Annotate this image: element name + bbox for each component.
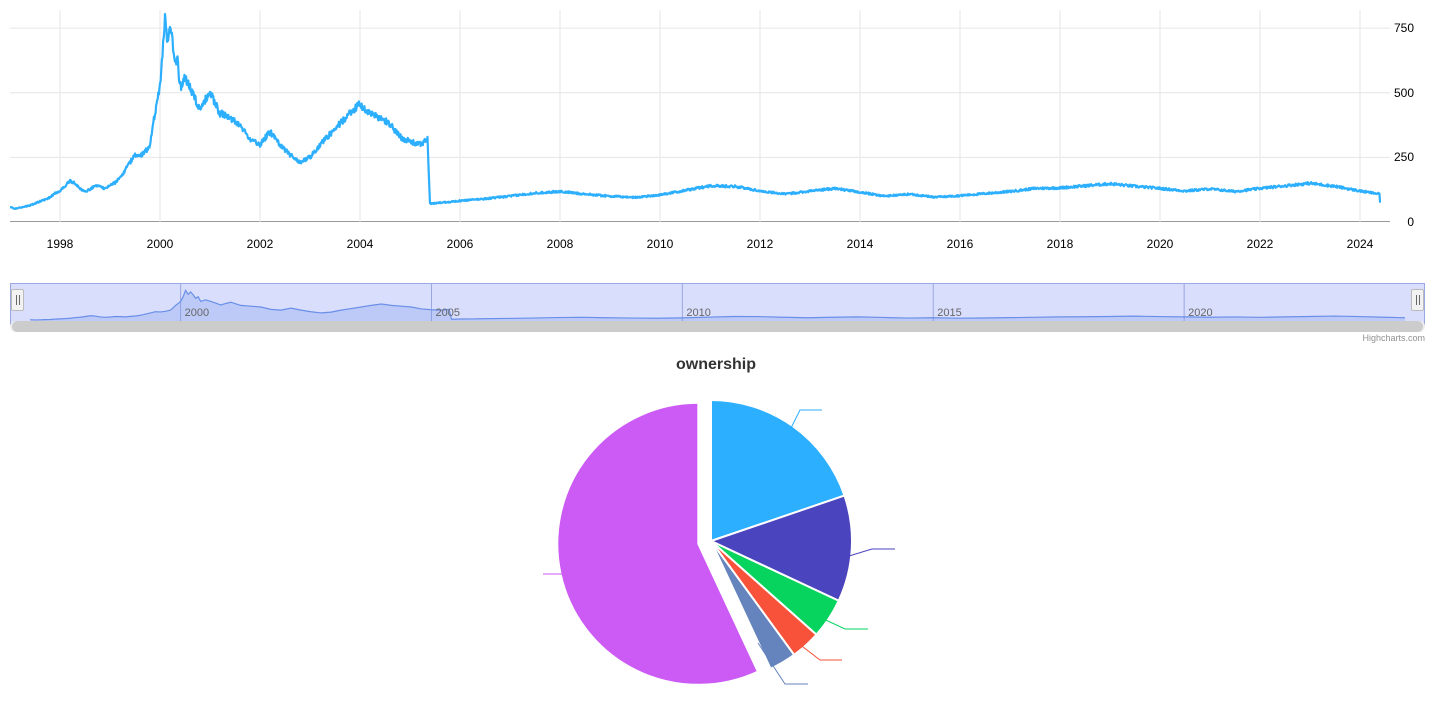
pie-slices[interactable] (0, 345, 1435, 715)
ownership-pie-chart[interactable]: ownership KINNEVIK SWEDEN HOLDING AB: 19… (0, 345, 1435, 715)
x-axis-tick-label: 2024 (1346, 237, 1374, 251)
handle-grip-icon (1416, 295, 1417, 305)
y-axis-labels: 750 500 250 0 (1394, 10, 1434, 229)
y-axis-tick-label: 500 (1393, 85, 1414, 100)
x-axis-tick-label: 2004 (346, 237, 374, 251)
x-axis-tick-label: 2018 (1046, 237, 1074, 251)
stock-chart[interactable]: 750 500 250 0 1998 2000 2002 2004 2006 2008 2010 2… (0, 0, 1435, 345)
y-axis-tick-label: 750 (1393, 21, 1414, 36)
x-axis-tick-label: 2000 (146, 237, 174, 251)
x-axis-tick-label: 2006 (446, 237, 474, 251)
navigator-tick-label: 2010 (686, 307, 711, 319)
pie-chart-title: ownership (676, 356, 757, 373)
handle-grip-icon (19, 295, 20, 305)
y-axis-tick-label: 0 (1407, 215, 1414, 229)
x-axis-tick-label: 2016 (946, 237, 974, 251)
navigator-tick-label: 2020 (1188, 307, 1213, 319)
navigator-handle-left[interactable] (11, 289, 24, 311)
x-axis-tick-label: 2012 (746, 237, 774, 251)
navigator-tick-label: 2005 (435, 307, 460, 319)
navigator-tick-label: 2015 (937, 307, 962, 319)
x-axis-tick-label: 2020 (1146, 237, 1174, 251)
navigator-band[interactable] (10, 283, 1425, 325)
x-axis-tick-label: 1998 (46, 237, 74, 251)
navigator[interactable]: 2000 2005 2010 2015 2020 (10, 283, 1425, 325)
stock-line-plot (10, 10, 1390, 222)
x-axis-tick-label: 2008 (546, 237, 574, 251)
navigator-scrollbar[interactable] (10, 321, 1425, 332)
navigator-handle-right[interactable] (1411, 289, 1424, 311)
x-axis-tick-label: 2002 (246, 237, 274, 251)
x-axis-labels: 1998 2000 2002 2004 2006 2008 2010 2012 2014 2016… (10, 232, 1390, 252)
navigator-series (10, 283, 1425, 325)
x-axis-tick-label: 2014 (846, 237, 874, 251)
handle-grip-icon (1419, 295, 1420, 305)
handle-grip-icon (16, 295, 17, 305)
scrollbar-thumb[interactable] (12, 321, 1423, 332)
x-axis-tick-label: 2010 (646, 237, 674, 251)
highcharts-credits[interactable]: Highcharts.com (1362, 333, 1425, 343)
x-axis-tick-label: 2022 (1246, 237, 1274, 251)
navigator-tick-label: 2000 (184, 307, 210, 319)
stock-plot-area[interactable] (10, 10, 1390, 222)
y-axis-tick-label: 250 (1393, 150, 1414, 165)
